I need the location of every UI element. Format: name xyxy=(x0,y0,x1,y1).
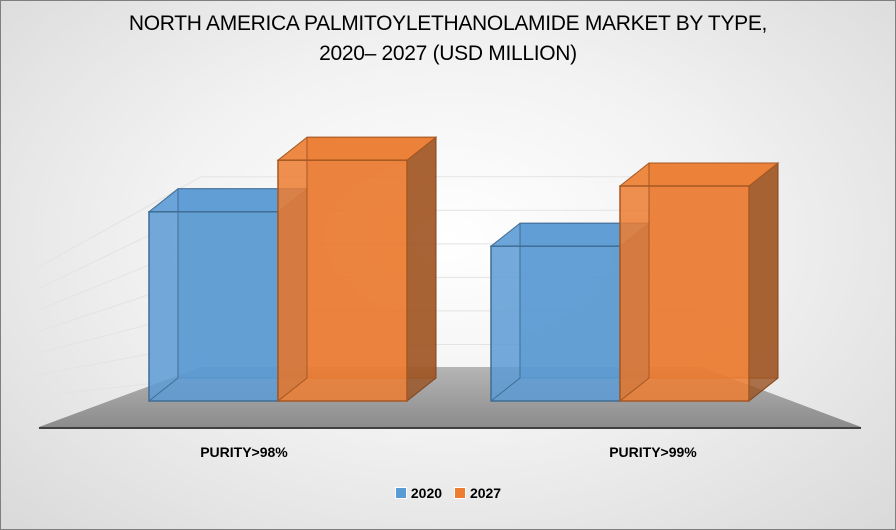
legend-item-2027: 2027 xyxy=(453,485,502,501)
category-labels: PURITY>98% PURITY>99% xyxy=(200,444,697,460)
bar-2027-purity-98 xyxy=(276,136,438,403)
bars xyxy=(147,136,780,403)
legend-label-2020: 2020 xyxy=(410,485,443,501)
bar-2027-purity-99 xyxy=(618,161,780,403)
legend-item-2020: 2020 xyxy=(394,485,443,501)
bar-edge xyxy=(148,377,179,402)
legend-label-2027: 2027 xyxy=(469,485,502,501)
gridline xyxy=(38,176,701,268)
bar-edge xyxy=(490,377,521,402)
bar-side-face xyxy=(748,161,779,403)
legend: 2020 2027 xyxy=(1,485,895,501)
chart-title: NORTH AMERICA PALMITOYLETHANOLAMIDE MARK… xyxy=(1,9,895,69)
bar-side-face xyxy=(406,136,437,403)
bar-edge xyxy=(619,377,650,402)
bar-front-face xyxy=(619,185,750,402)
bar-front-face xyxy=(277,159,408,402)
category-label-purity-98: PURITY>98% xyxy=(200,444,288,460)
bar-edge xyxy=(277,377,308,402)
legend-swatch-2027 xyxy=(453,487,466,499)
bar-front-face xyxy=(490,245,621,402)
chart-title-line-2: 2020– 2027 (USD MILLION) xyxy=(319,42,577,65)
category-label-purity-99: PURITY>99% xyxy=(609,444,697,460)
legend-swatch-2020 xyxy=(394,487,407,499)
chart-title-line-1: NORTH AMERICA PALMITOYLETHANOLAMIDE MARK… xyxy=(128,12,768,35)
bar-front-face xyxy=(148,211,279,402)
